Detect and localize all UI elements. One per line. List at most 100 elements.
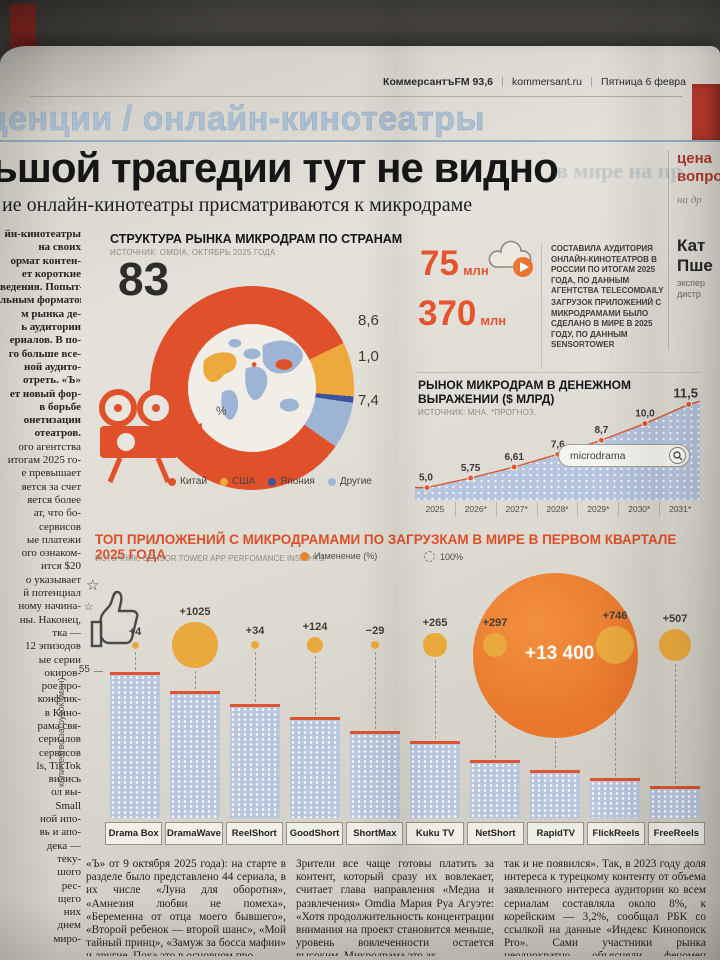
connector-line [135, 651, 136, 671]
svg-text:☆: ☆ [84, 602, 93, 613]
stat-unit: млн [480, 313, 507, 328]
change-bubble [659, 629, 691, 661]
left-column-line: яется за счет [21, 480, 81, 493]
left-column-line: ls, TikTok [36, 759, 81, 772]
stat-downloads: 370 млн [418, 294, 506, 334]
area-x-labels: 2025 2026* 2027* 2028* 2029* 2030* 2031* [415, 502, 700, 517]
left-column-line: рама свя- [37, 719, 81, 732]
donut-source: ИСТОЧНИК: OMDIA, ОКТЯБРЬ 2025 ГОДА [110, 248, 276, 257]
x-axis-label: 2025 [425, 504, 445, 514]
download-bar [410, 741, 460, 818]
left-column-line: отеатров. [34, 427, 81, 440]
svg-text:6,61: 6,61 [504, 452, 524, 463]
search-tag-text: microdrama [570, 449, 626, 462]
legend-change: Изменение (%) [300, 551, 377, 561]
x-axis-label: 2026* [454, 502, 496, 517]
legend-label: Япония [280, 476, 315, 487]
left-column-line: щего [57, 892, 81, 905]
subheadline: ие онлайн-кинотеатры присматриваются к м… [2, 194, 473, 216]
expert-name: Пше [677, 256, 713, 275]
outline-circle-icon [424, 551, 435, 562]
download-bar [170, 690, 220, 818]
change-bubble [307, 637, 323, 653]
left-column-line: е превышает [21, 467, 81, 480]
divider [501, 77, 503, 88]
showthrough-text: в мире на пр [556, 158, 683, 183]
left-column-line: сериалов [38, 733, 81, 746]
left-column: йн-кинотеатры на своих ормат контен-ет кор… [0, 228, 84, 946]
bar-column: +4 [105, 580, 165, 818]
left-column-line: вились [48, 773, 81, 786]
app-name: NetShort [466, 822, 525, 845]
left-column-line: льным форматом [0, 294, 81, 307]
stat-caption: ЗАГРУЗОК ПРИЛОЖЕНИЙ С МИКРОДРАМАМИ БЫЛО … [551, 298, 662, 350]
left-column-line: конфлик- [37, 693, 81, 706]
article-column-1: «Ъ» от 9 октября 2025 года): на старте в… [86, 858, 286, 956]
world-map [188, 324, 316, 452]
area-chart-title: ВЫРАЖЕНИИ ($ МЛРД) [418, 392, 555, 406]
donut-title: СТРУКТУРА РЫНКА МИКРОДРАМ ПО СТРАНАМ [110, 232, 403, 246]
left-column-line: Small [55, 799, 81, 812]
left-column-line: ые серии [38, 653, 81, 666]
rubric-line: вопро [677, 168, 720, 185]
download-bar [530, 770, 580, 818]
app-name: ReelShort [225, 822, 283, 845]
change-bubble [250, 640, 260, 650]
bar-chart-source: ИСТОЧНИК: SENSOR TOWER APP PERFOMANCE IN… [95, 554, 325, 563]
change-value: +1025 [179, 606, 211, 619]
masthead-date: Пятница 6 февра [601, 76, 686, 88]
left-column-line: вь и апо- [39, 826, 81, 839]
legend-dot-icon [220, 477, 229, 486]
change-value: −29 [365, 625, 385, 638]
film-camera-icon [99, 389, 202, 483]
left-column-line: ному начина- [18, 600, 81, 613]
left-column-line: ые платежи [26, 533, 81, 546]
left-column-line: в борьбе [39, 400, 81, 413]
stats-divider [541, 243, 542, 369]
y-axis-tick-mark [94, 671, 103, 672]
change-bubble [423, 633, 447, 657]
connector-line [195, 670, 196, 689]
donut-main-value: 83 [118, 253, 170, 305]
change-value: +746 [602, 609, 628, 622]
x-axis-label: 2029* [577, 502, 618, 517]
left-column-line: отреть. «Ъ» [22, 374, 81, 387]
left-column-line: них [63, 906, 81, 919]
area-chart-source: ИСТОЧНИК: МНА. *ПРОГНОЗ. [418, 408, 537, 417]
connector-line [315, 655, 316, 716]
bar-column: +507 [645, 580, 705, 818]
left-column-line: ормат контен- [10, 254, 81, 267]
legend-dot-icon [168, 477, 176, 486]
download-bar [650, 786, 700, 818]
legend-dot-icon [327, 477, 336, 486]
stat-audience: 75 млн [420, 244, 489, 284]
expert-role: экспер [677, 278, 706, 288]
change-bubble [371, 641, 379, 649]
connector-line [615, 667, 616, 777]
app-name: Kuku TV [406, 822, 464, 845]
app-name: FlickReels [587, 822, 645, 845]
x-axis-label: 2031* [659, 502, 700, 517]
left-column-line: ериалов. В по- [9, 334, 81, 347]
divider-rule [415, 372, 700, 373]
area-chart-title: РЫНОК МИКРОДРАМ В ДЕНЕЖНОМ [418, 378, 631, 392]
svg-text:8,7: 8,7 [594, 425, 608, 436]
svg-text:11,5: 11,5 [673, 385, 698, 400]
app-name: RapidTV [527, 822, 585, 845]
bar-column: +13 400 [472, 572, 638, 818]
change-bubble [172, 622, 218, 668]
left-column-line: го больше все- [8, 347, 81, 360]
column-rule [668, 150, 669, 350]
masthead: КоммерсантъFM 93,6 kommersant.ru Пятница 6… [383, 76, 686, 88]
left-column-line: днем [57, 919, 81, 932]
stat-caption: СОСТАВИЛА АУДИТОРИЯ ОНЛАЙН-КИНОТЕАТРОВ В… [551, 244, 664, 296]
world-map-icon [203, 338, 303, 420]
connector-line [255, 652, 256, 703]
article-column-2: Зрители все чаще готовы платить за конте… [296, 858, 494, 956]
country-donut [150, 286, 354, 490]
connector-line [375, 651, 376, 729]
donut-legend: Китай США Япония Другие [168, 476, 372, 487]
change-value: +507 [662, 613, 688, 625]
change-value: +297 [482, 616, 508, 629]
download-bar [230, 704, 280, 818]
